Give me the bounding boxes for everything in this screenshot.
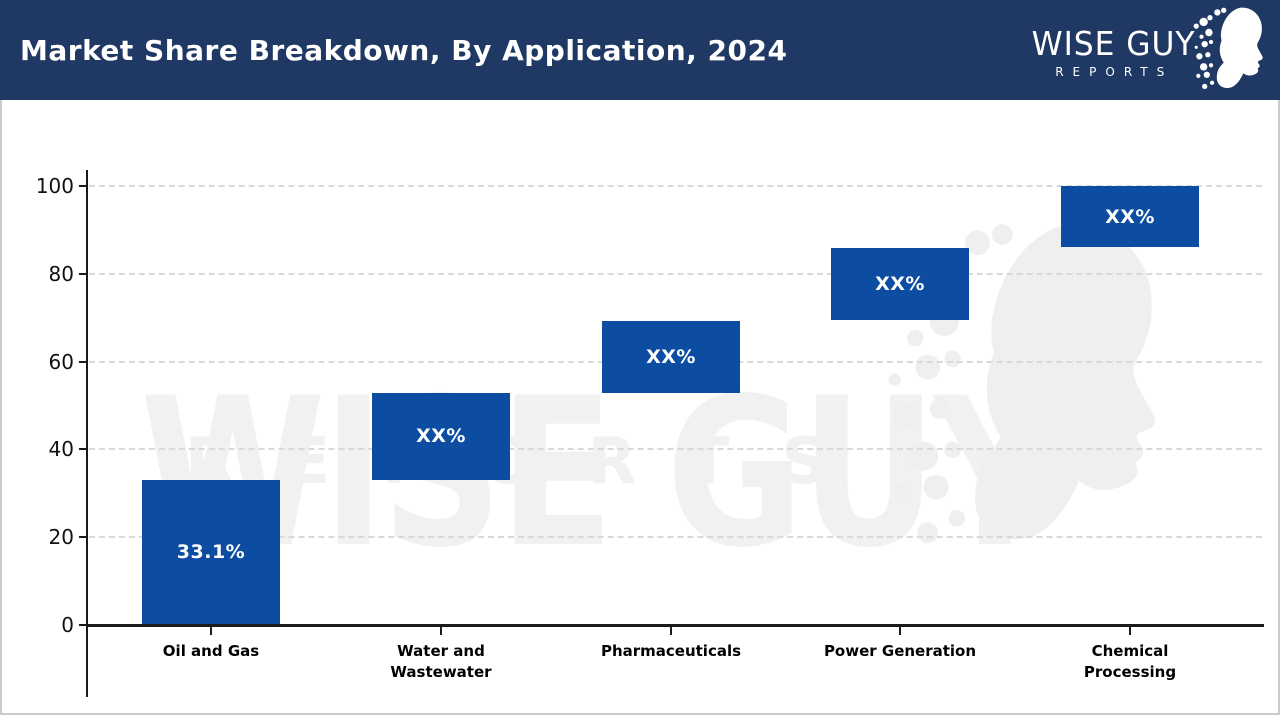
- y-axis-line: [86, 170, 88, 697]
- bar-oil-and-gas: 33.1%: [142, 479, 280, 625]
- y-tick-mark: [79, 185, 87, 187]
- bar-value-label: 33.1%: [176, 541, 246, 564]
- y-tick-label: 100: [35, 174, 74, 198]
- y-tick-mark: [79, 536, 87, 539]
- wiseguy-logo-wordmark: WISE GUY: [1032, 24, 1196, 63]
- wiseguy-face-icon: [1193, 7, 1263, 90]
- x-category-label: Water and Wastewater: [341, 641, 541, 683]
- frame-border-right: [1278, 100, 1280, 715]
- y-tick-label: 20: [48, 525, 74, 550]
- page-title: Market Share Breakdown, By Application, …: [20, 33, 788, 67]
- x-category-label-line: Pharmaceuticals: [600, 642, 742, 660]
- x-tick-mark: [670, 627, 672, 635]
- x-category-label: Chemical Processing: [1030, 641, 1230, 683]
- x-category-label-line: Chemical: [1091, 642, 1169, 660]
- x-category-label-line: Water and: [397, 642, 485, 660]
- x-category-label-line: Processing: [1083, 663, 1177, 681]
- y-tick-label: 80: [48, 261, 74, 286]
- y-tick-mark: [79, 624, 87, 626]
- x-axis-line: [86, 624, 1264, 627]
- y-tick-label: 60: [48, 349, 74, 374]
- gridline: [89, 536, 1262, 539]
- bar-chemical-processing: XX%: [1061, 186, 1199, 248]
- frame-border-bottom: [0, 713, 1280, 715]
- y-tick-label: 40: [48, 437, 74, 462]
- chart-area: WISE GUY REPORTS 0 20 40 60 80 100 33.1% Oil an…: [0, 100, 1280, 714]
- x-category-label-line: Power Generation: [823, 642, 977, 660]
- y-tick-mark: [79, 272, 87, 275]
- wiseguy-logo-subtext: REPORTS: [1055, 65, 1174, 79]
- x-category-label-line: Wastewater: [390, 663, 492, 681]
- bar-pharmaceuticals: XX%: [602, 320, 740, 394]
- y-tick-label: 0: [61, 613, 74, 637]
- gridline: [89, 272, 1262, 275]
- bar-water-and-wastewater: XX%: [372, 393, 510, 480]
- wiseguy-logo: WISE GUY REPORTS: [1018, 0, 1268, 100]
- bar-value-label: XX%: [1105, 205, 1155, 228]
- wiseguy-logo-text: WISE GUY REPORTS: [1023, 24, 1196, 79]
- watermark-subtext: REPORTS: [185, 425, 880, 499]
- bar-value-label: XX%: [416, 425, 466, 448]
- y-tick-mark: [79, 360, 87, 363]
- x-tick-mark: [1129, 627, 1131, 635]
- x-category-label: Oil and Gas: [111, 641, 311, 662]
- bar-value-label: XX%: [646, 345, 696, 368]
- x-tick-mark: [210, 627, 212, 635]
- x-category-label: Pharmaceuticals: [571, 641, 771, 662]
- bar-power-generation: XX%: [831, 248, 969, 320]
- x-category-label-line: Oil and Gas: [162, 642, 260, 660]
- frame-border-left: [0, 100, 2, 715]
- gridline: [89, 448, 1262, 451]
- x-tick-mark: [899, 627, 901, 635]
- gridline: [89, 185, 1262, 187]
- x-category-label: Power Generation: [800, 641, 1000, 662]
- bar-value-label: XX%: [875, 273, 925, 296]
- x-tick-mark: [440, 627, 442, 635]
- header-bar: Market Share Breakdown, By Application, …: [0, 0, 1280, 100]
- y-tick-mark: [79, 448, 87, 451]
